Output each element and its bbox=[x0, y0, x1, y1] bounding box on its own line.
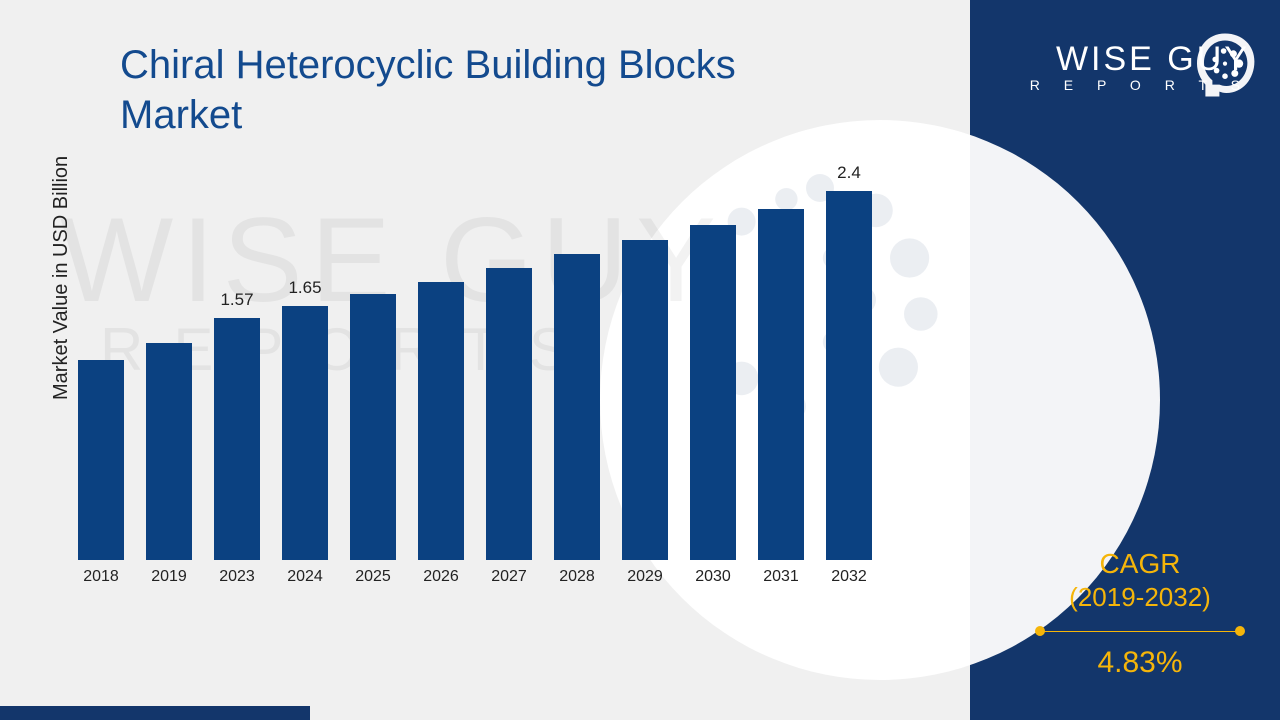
x-tick-label: 2029 bbox=[627, 568, 663, 586]
chart-title: Chiral Heterocyclic Building Blocks Mark… bbox=[120, 40, 840, 140]
x-tick-label: 2030 bbox=[695, 568, 731, 586]
bar bbox=[758, 209, 804, 560]
cagr-range: (2019-2032) bbox=[1000, 582, 1280, 613]
brand-logo: WISE GUY R E P O R T S bbox=[990, 40, 1250, 93]
bar-value-label: 2.4 bbox=[837, 163, 861, 183]
y-axis-label: Market Value in USD Billion bbox=[50, 156, 73, 400]
main-area: WISE GUYREPORTS Chiral Heterocyclic Buil… bbox=[0, 0, 970, 720]
x-tick-label: 2024 bbox=[287, 568, 323, 586]
x-tick-label: 2018 bbox=[83, 568, 119, 586]
cagr-divider bbox=[1040, 631, 1240, 632]
bar bbox=[78, 360, 124, 560]
cagr-title: CAGR bbox=[1000, 548, 1280, 580]
bar-chart: 1.57 1.65 2.4 2018 2019 2023 2024 2025 2026 2027… bbox=[78, 160, 898, 590]
bar bbox=[486, 268, 532, 560]
bar bbox=[690, 225, 736, 560]
x-tick-label: 2023 bbox=[219, 568, 255, 586]
bottom-strip bbox=[0, 706, 310, 720]
cagr-value: 4.83% bbox=[1000, 646, 1280, 680]
bar bbox=[622, 240, 668, 560]
plot-area: 1.57 1.65 2.4 bbox=[78, 160, 898, 560]
bar-value-label: 1.57 bbox=[220, 290, 253, 310]
x-tick-label: 2032 bbox=[831, 568, 867, 586]
bar bbox=[418, 282, 464, 560]
x-tick-label: 2026 bbox=[423, 568, 459, 586]
bar bbox=[282, 306, 328, 560]
x-tick-label: 2027 bbox=[491, 568, 527, 586]
bar bbox=[146, 343, 192, 560]
bar bbox=[214, 318, 260, 560]
x-tick-label: 2031 bbox=[763, 568, 799, 586]
logo-head-icon bbox=[1190, 30, 1260, 100]
bar bbox=[826, 191, 872, 560]
bar-value-label: 1.65 bbox=[288, 278, 321, 298]
x-tick-label: 2028 bbox=[559, 568, 595, 586]
x-tick-label: 2025 bbox=[355, 568, 391, 586]
bar bbox=[554, 254, 600, 560]
bar bbox=[350, 294, 396, 560]
x-tick-label: 2019 bbox=[151, 568, 187, 586]
cagr-block: CAGR (2019-2032) 4.83% bbox=[1000, 548, 1280, 680]
